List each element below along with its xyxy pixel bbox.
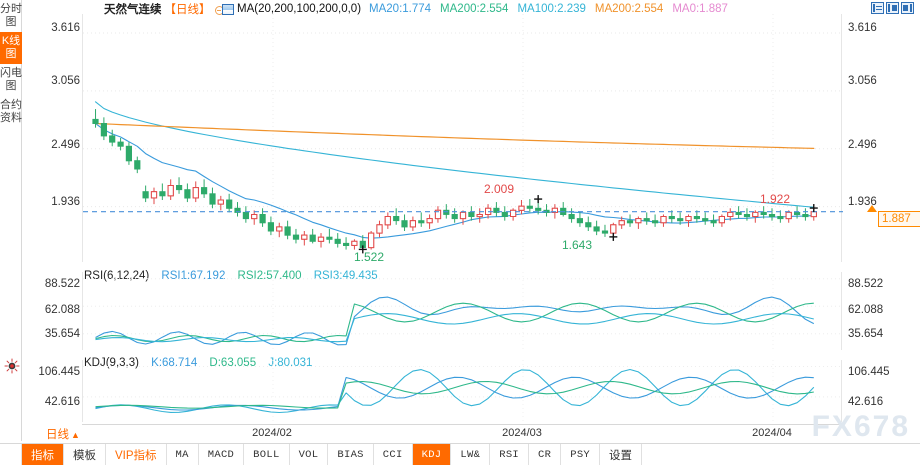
price-axis-right-tick-3: 1.936 <box>848 196 877 208</box>
symbol-name: 天然气连续 <box>104 4 162 16</box>
candlestick-plot[interactable] <box>82 14 843 262</box>
annotation-recent-low-1643: 1.643 <box>562 238 593 252</box>
kdj-axis-left-1: 42.616 <box>44 396 80 408</box>
sidebar-item-contract-info[interactable]: 合约资料 <box>0 96 22 128</box>
price-axis-right-tick-2: 2.496 <box>848 139 877 151</box>
btn-macd[interactable]: MACD <box>199 444 245 465</box>
chart-title-bar: 天然气连续 【日线】 <box>104 2 224 16</box>
ma100-value: MA100:2.239 <box>517 3 586 15</box>
rsi-axis-right-1: 62.088 <box>848 304 884 316</box>
ma200b-value: MA200:2.554 <box>594 3 664 15</box>
ma20-value: MA20:1.774 <box>369 3 432 15</box>
btn-cci[interactable]: CCI <box>374 444 413 465</box>
date-tick-1: 2024/03 <box>502 427 542 439</box>
ma-chart-icon[interactable] <box>222 3 234 15</box>
btn-ma[interactable]: MA <box>167 444 199 465</box>
sidebar-item-lightning[interactable]: 闪电图 <box>0 64 22 96</box>
caret-up-icon: ▲ <box>71 430 80 440</box>
btn-rsi[interactable]: RSI <box>490 444 530 465</box>
price-up-arrow-icon <box>867 205 877 212</box>
rsi-expression: RSI(6,12,24) <box>84 270 150 282</box>
date-tick-2: 2024/04 <box>752 427 792 439</box>
price-axis-right-tick-1: 3.056 <box>848 75 877 87</box>
sidebar-label-kline: K线图 <box>1 35 21 60</box>
chart-zoom-in-icon[interactable] <box>886 2 899 14</box>
rsi2-value: RSI2:57.400 <box>237 270 302 282</box>
kdj-plot[interactable] <box>82 360 843 422</box>
price-axis-left-tick-1: 3.056 <box>51 75 80 87</box>
btn-lwr[interactable]: LW& <box>451 444 491 465</box>
ma0-value: MA0:1.887 <box>672 3 728 15</box>
rsi-axis-right-0: 88.522 <box>848 278 884 290</box>
price-axis-left-tick-2: 2.496 <box>51 139 80 151</box>
btn-templates[interactable]: 模板 <box>64 444 106 465</box>
rsi3-value: RSI3:49.435 <box>313 270 378 282</box>
bottom-toolbar: 指标 模板 VIP指标 MA MACD BOLL VOL BIAS CCI KD… <box>0 443 920 465</box>
toolbar-gutter <box>0 444 22 465</box>
ma-indicator-legend: MA(20,200,100,200,0,0) MA20:1.774 MA200:… <box>222 2 737 16</box>
chart-area: 天然气连续 【日线】 MA(20,200,100,200,0,0) MA20:1… <box>22 0 920 443</box>
kdj-header: KDJ(9,3,3) K:68.714 D:63.055 J:80.031 <box>84 357 321 369</box>
rsi-axis-left-1: 62.088 <box>44 304 80 316</box>
kdj-axis-right-1: 42.616 <box>848 396 884 408</box>
ma-expression: MA(20,200,100,200,0,0) <box>237 3 362 15</box>
sidebar-label-contract-info: 合约资料 <box>0 99 22 124</box>
annotation-recent-high-1922: 1.922 <box>760 192 791 206</box>
price-axis-left-tick-3: 1.936 <box>51 196 80 208</box>
chart-zoom-out-icon[interactable] <box>901 2 914 14</box>
btn-cr[interactable]: CR <box>529 444 562 465</box>
date-tick-0: 2024/02 <box>252 427 292 439</box>
price-axis-right-tick-0: 3.616 <box>848 22 877 34</box>
rsi-axis-left-2: 35.654 <box>44 328 80 340</box>
sidebar-item-timeshare[interactable]: 分时图 <box>0 0 22 32</box>
chart-toolbar <box>871 2 914 14</box>
left-sidebar: 分时图 K线图 闪电图 合约资料 <box>0 0 22 441</box>
period-selector[interactable]: 日线 ▲ <box>46 426 80 442</box>
kdj-expression: KDJ(9,3,3) <box>84 357 139 369</box>
kdj-k-value: K:68.714 <box>151 357 198 369</box>
chart-left-shift-icon[interactable] <box>871 2 884 14</box>
period-selector-label: 日线 <box>46 429 69 441</box>
btn-bias[interactable]: BIAS <box>328 444 374 465</box>
sidebar-label-timeshare: 分时图 <box>0 3 22 28</box>
watermark: FX678 <box>811 410 910 443</box>
sidebar-label-lightning: 闪电图 <box>0 67 22 92</box>
annotation-high-2009: 2.009 <box>484 182 515 196</box>
period-label: 【日线】 <box>164 4 211 16</box>
annotation-low-1522: 1.522 <box>354 250 385 264</box>
current-price-badge[interactable]: 1.887 <box>878 211 920 227</box>
sidebar-item-kline[interactable]: K线图 <box>0 32 22 64</box>
rsi-header: RSI(6,12,24) RSI1:67.192 RSI2:57.400 RSI… <box>84 270 387 282</box>
btn-kdj[interactable]: KDJ <box>412 444 452 465</box>
btn-indicators[interactable]: 指标 <box>22 444 64 465</box>
date-axis: 2024/02 2024/03 2024/04 <box>82 424 842 440</box>
btn-vip-indicators[interactable]: VIP指标 <box>106 444 167 465</box>
price-axis-left-tick-0: 3.616 <box>51 22 80 34</box>
kdj-axis-right-0: 106.445 <box>848 366 890 378</box>
btn-boll[interactable]: BOLL <box>244 444 290 465</box>
sun-icon[interactable] <box>4 358 20 374</box>
ma200-value: MA200:2.554 <box>440 3 509 15</box>
kdj-axis-left-0: 106.445 <box>38 366 80 378</box>
kdj-d-value: D:63.055 <box>209 357 257 369</box>
rsi-axis-right-2: 35.654 <box>848 328 884 340</box>
rsi-axis-left-0: 88.522 <box>44 278 80 290</box>
rsi-plot[interactable] <box>82 272 843 350</box>
btn-psy[interactable]: PSY <box>561 444 601 465</box>
btn-settings[interactable]: 设置 <box>600 444 643 465</box>
rsi1-value: RSI1:67.192 <box>161 270 226 282</box>
btn-vol[interactable]: VOL <box>290 444 329 465</box>
